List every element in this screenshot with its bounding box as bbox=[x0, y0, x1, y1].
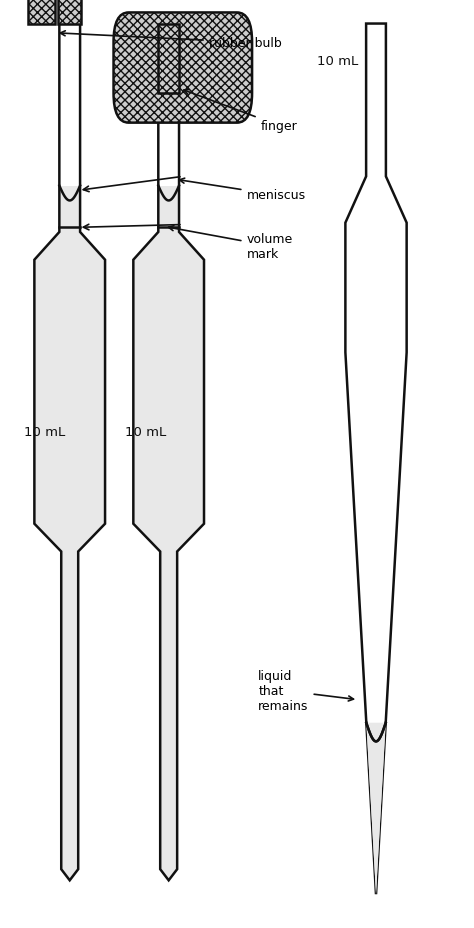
Polygon shape bbox=[133, 24, 204, 881]
Bar bbox=[158, 24, 179, 94]
Polygon shape bbox=[366, 723, 386, 895]
Text: 10 mL: 10 mL bbox=[24, 425, 65, 438]
Text: liquid
that
remains: liquid that remains bbox=[258, 669, 354, 712]
Text: 10 mL: 10 mL bbox=[317, 55, 358, 68]
Bar bbox=[58, 0, 82, 24]
Bar bbox=[28, 0, 55, 24]
Polygon shape bbox=[346, 24, 407, 895]
Polygon shape bbox=[35, 24, 105, 881]
Text: volume
mark: volume mark bbox=[169, 226, 292, 261]
Text: rubber bulb: rubber bulb bbox=[60, 32, 282, 49]
Polygon shape bbox=[366, 723, 386, 895]
Text: finger: finger bbox=[184, 90, 297, 133]
Polygon shape bbox=[59, 24, 80, 187]
Text: meniscus: meniscus bbox=[179, 179, 306, 202]
Polygon shape bbox=[158, 24, 179, 187]
Text: 10 mL: 10 mL bbox=[125, 425, 166, 438]
FancyBboxPatch shape bbox=[114, 13, 252, 123]
